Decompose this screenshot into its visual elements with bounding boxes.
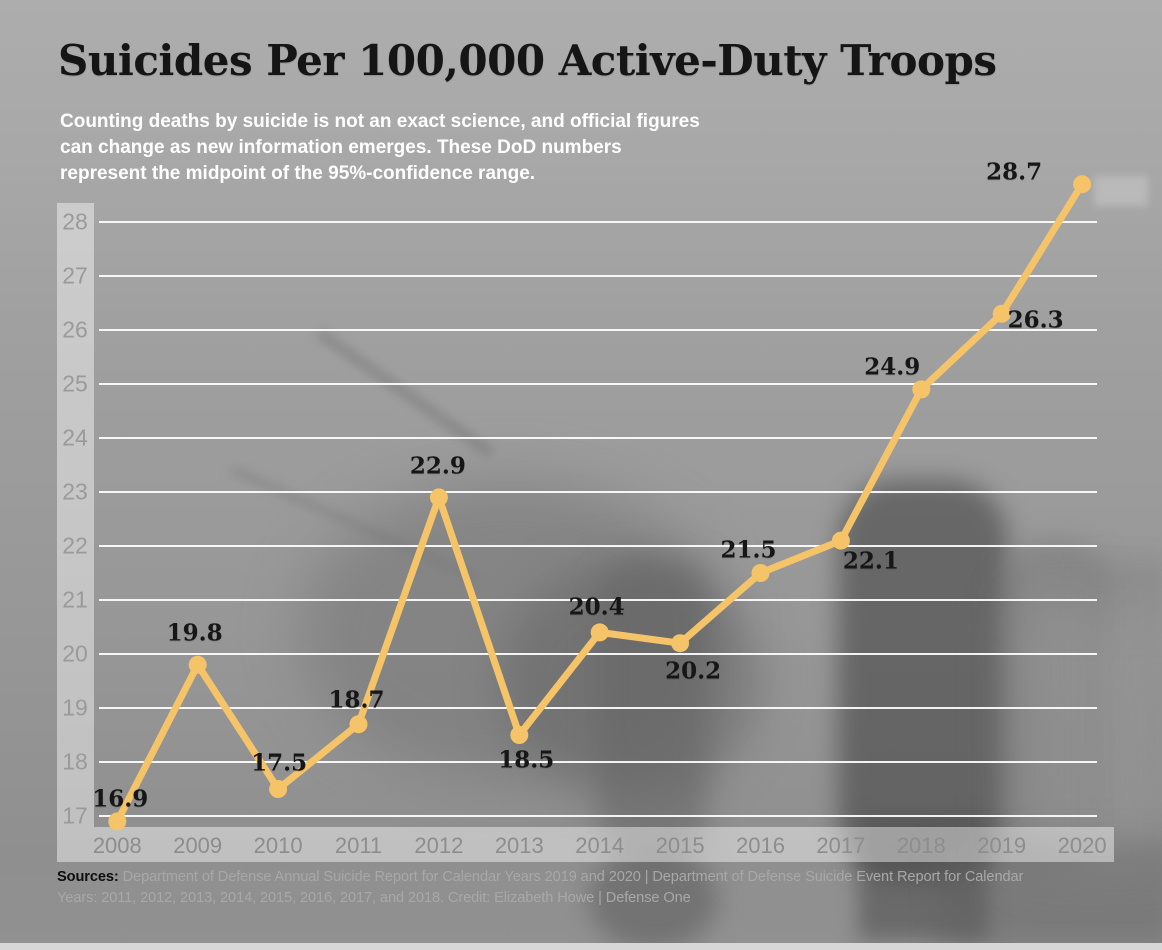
y-tick-label-26: 26 [62,316,88,343]
data-point-2013 [510,726,529,744]
data-point-2009 [188,655,207,674]
data-point-2015 [671,634,690,653]
point-value-label-2016: 21.5 [720,536,777,564]
y-tick-label-17: 17 [62,802,88,829]
page-title: Suicides Per 100,000 Active-Duty Troops [58,36,997,85]
y-tick-label-25: 25 [62,370,88,397]
sources-label: Sources: [57,869,119,885]
y-tick-label-27: 27 [62,262,88,289]
data-point-2012 [429,488,448,507]
y-tick-label-19: 19 [62,694,88,721]
subtitle-line-2: can change as new information emerges. T… [60,137,622,158]
sources-line-2: Years: 2011, 2012, 2013, 2014, 2015, 201… [57,890,691,906]
point-value-label-2010: 17.5 [251,749,308,777]
y-tick-label-24: 24 [62,424,88,451]
data-point-2017 [831,531,850,550]
y-axis-band [57,203,94,827]
point-value-label-2019: 26.3 [1007,306,1064,334]
data-line [113,180,1086,825]
x-axis-band [57,827,1114,862]
bottom-edge-strip [0,943,1162,950]
x-tick-label-2016: 2016 [736,833,785,858]
x-tick-label-2013: 2013 [494,833,544,858]
x-tick-label-2020: 2020 [1057,833,1107,858]
subtitle-line-1: Counting deaths by suicide is not an exa… [60,111,700,132]
data-point-2019 [992,304,1011,323]
x-tick-label-2019: 2019 [977,833,1027,858]
x-tick-label-2012: 2012 [414,833,464,858]
y-tick-label-18: 18 [62,748,88,775]
x-tick-label-2018: 2018 [896,833,946,858]
point-value-label-2013: 18.5 [498,746,555,774]
point-value-label-2018: 24.9 [864,353,921,381]
y-tick-label-21: 21 [62,586,88,613]
y-tick-label-20: 20 [62,640,88,667]
data-point-2020 [1073,175,1092,194]
x-tick-label-2009: 2009 [173,833,223,858]
x-tick-label-2010: 2010 [253,833,303,858]
x-tick-label-2014: 2014 [575,833,625,858]
sources-line-1: Department of Defense Annual Suicide Rep… [122,869,1024,885]
data-point-2014 [590,623,609,642]
chart-subtitle: Counting deaths by suicide is not an exa… [60,109,700,187]
data-point-2018 [912,380,931,399]
point-value-label-2015: 20.2 [665,657,722,685]
data-point-2016 [751,564,770,582]
x-tick-label-2011: 2011 [334,833,383,858]
data-point-2010 [269,780,288,798]
point-value-label-2020: 28.7 [986,158,1043,186]
point-value-label-2014: 20.4 [568,593,625,621]
subtitle-line-3: represent the midpoint of the 95%-confid… [60,163,536,184]
data-point-2008 [108,812,127,831]
x-tick-label-2015: 2015 [655,833,705,858]
data-point-2011 [349,715,368,734]
y-tick-label-23: 23 [62,478,88,505]
sources-credit: Sources: Department of Defense Annual Su… [57,867,1117,909]
point-value-label-2012: 22.9 [409,452,466,480]
x-tick-label-2008: 2008 [92,833,142,858]
x-tick-label-2017: 2017 [816,833,866,858]
point-value-label-2008: 16.9 [92,785,149,813]
point-value-label-2009: 19.8 [166,619,223,647]
point-value-label-2017: 22.1 [842,547,899,575]
y-tick-label-22: 22 [62,532,88,559]
y-tick-label-28: 28 [62,208,88,235]
point-value-label-2011: 18.7 [328,686,385,714]
